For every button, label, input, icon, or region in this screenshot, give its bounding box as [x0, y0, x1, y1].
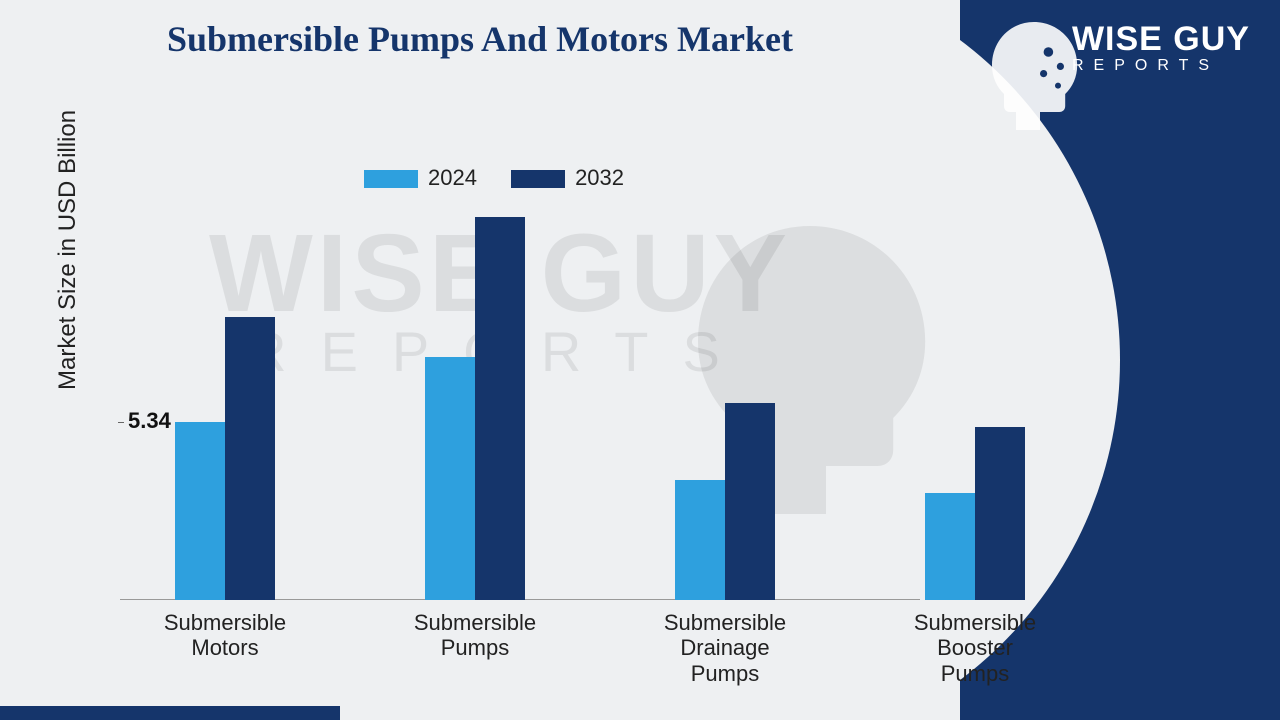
- y-tick-label: 5.34: [128, 408, 171, 434]
- brand-line1: WISE GUY: [1072, 20, 1250, 59]
- chart-stage: WISE GUY REPORTS Submersible Pumps And M…: [0, 0, 1280, 720]
- x-label-1: SubmersiblePumps: [380, 610, 570, 661]
- bar-0-2032: [225, 317, 275, 600]
- y-tick: [118, 422, 124, 423]
- y-axis-label: Market Size in USD Billion: [54, 110, 82, 390]
- x-label-3: SubmersibleBoosterPumps: [880, 610, 1070, 686]
- x-label-0: SubmersibleMotors: [130, 610, 320, 661]
- bottom-strip: [0, 706, 340, 720]
- bar-2-2024: [675, 480, 725, 600]
- plot-area: [120, 200, 920, 600]
- bar-3-2024: [925, 493, 975, 600]
- legend-swatch-2032: [511, 170, 565, 188]
- bar-1-2024: [425, 357, 475, 600]
- bar-3-2032: [975, 427, 1025, 600]
- legend-label-2024: 2024: [428, 165, 477, 190]
- legend-swatch-2024: [364, 170, 418, 188]
- bar-2-2032: [725, 403, 775, 600]
- x-label-2: SubmersibleDrainagePumps: [630, 610, 820, 686]
- bar-1-2032: [475, 217, 525, 600]
- brand-line2: REPORTS: [1072, 57, 1250, 75]
- brand-logo: WISE GUY REPORTS: [1072, 20, 1250, 75]
- legend-label-2032: 2032: [575, 165, 624, 190]
- legend: 2024 2032: [0, 165, 960, 191]
- brand-head-icon: [974, 16, 1094, 136]
- bar-0-2024: [175, 422, 225, 600]
- chart-title: Submersible Pumps And Motors Market: [0, 18, 960, 60]
